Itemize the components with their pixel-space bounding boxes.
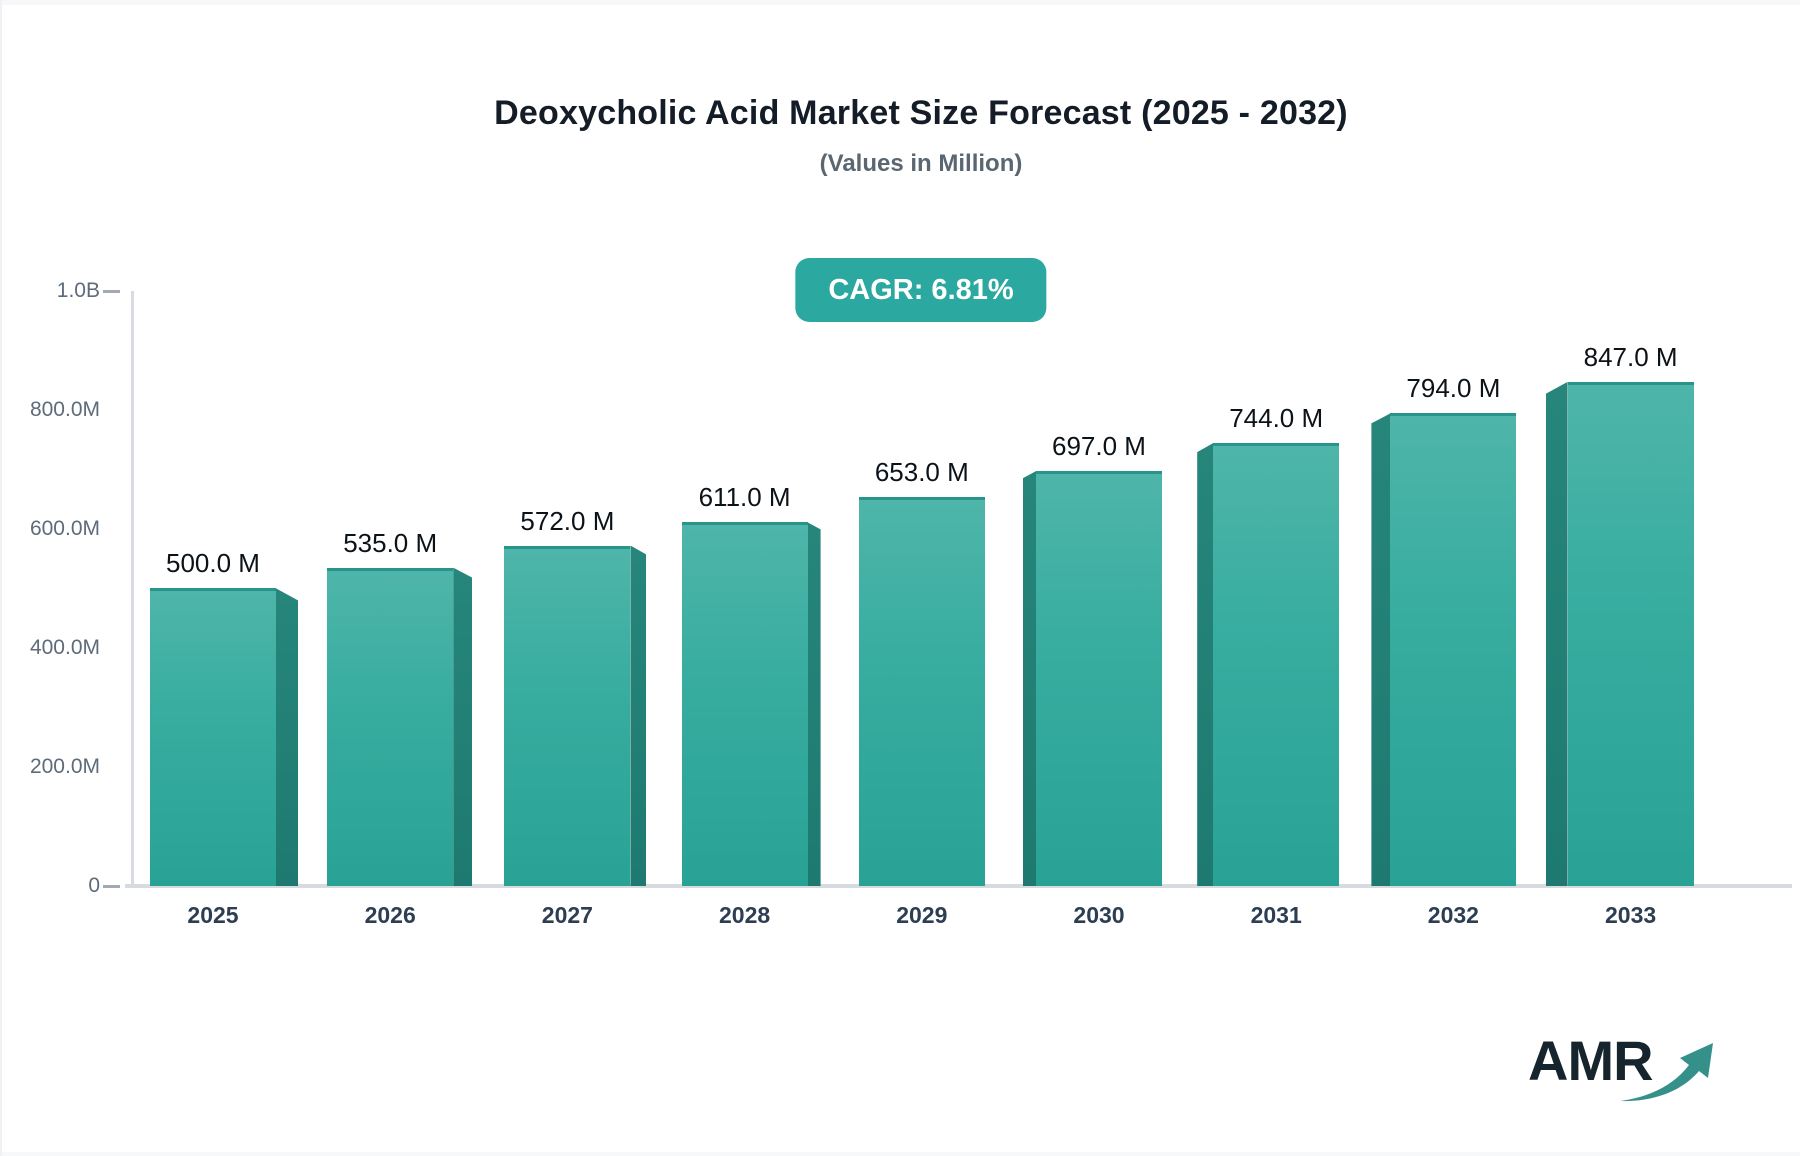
bar-2030[interactable] [1036, 471, 1162, 886]
bottom-edge-strip [0, 1152, 1800, 1156]
x-tick-label-2031: 2031 [1250, 902, 1302, 928]
bar-value-label-2027: 572.0 M [520, 505, 615, 536]
bar-side-panel [276, 588, 298, 886]
y-tick-label-1.0B: 1.0B [56, 278, 100, 302]
y-tick-label-0: 0 [88, 874, 100, 897]
bar-2033[interactable] [1567, 381, 1694, 886]
growth-arrow-icon [1620, 1043, 1713, 1102]
x-tick-label-2028: 2028 [719, 902, 771, 928]
bar-2027[interactable] [504, 545, 631, 886]
bar-side-panel [1023, 471, 1036, 886]
bar-value-label-2028: 611.0 M [698, 482, 791, 513]
bar-2029[interactable] [858, 497, 985, 886]
bar-value-label-2031: 744.0 M [1229, 403, 1324, 434]
x-tick-label-2033: 2033 [1605, 902, 1657, 928]
x-axis-line [125, 884, 1792, 888]
bar-2028[interactable] [681, 522, 808, 886]
bar-value-label-2033: 847.0 M [1583, 341, 1678, 372]
chart-subtitle: (Values in Million) [819, 150, 1023, 177]
y-tick-dash [103, 885, 120, 888]
y-axis-line [131, 291, 134, 885]
bar-value-label-2025: 500.0 M [166, 548, 260, 579]
bar-side-panel [453, 567, 473, 886]
bar-value-label-2029: 653.0 M [874, 457, 969, 488]
bar-side-panel [1371, 413, 1391, 886]
bar-side-panel [1545, 381, 1568, 886]
x-tick-label-2026: 2026 [364, 902, 416, 928]
bar-2025[interactable] [150, 588, 276, 886]
bar-value-label-2026: 535.0 M [343, 527, 438, 558]
bar-side-panel [1197, 443, 1214, 886]
x-tick-label-2029: 2029 [896, 902, 948, 928]
bar-2026[interactable] [327, 567, 454, 886]
x-tick-label-2030: 2030 [1073, 902, 1125, 928]
bar-2032[interactable] [1390, 413, 1517, 886]
x-tick-label-2032: 2032 [1427, 902, 1479, 928]
amr-logo: AMR [1528, 1032, 1718, 1112]
y-tick-label-400.0M: 400.0M [29, 635, 100, 659]
cagr-badge: CAGR: 6.81% [795, 258, 1047, 322]
chart-title: Deoxycholic Acid Market Size Forecast (2… [494, 94, 1348, 132]
left-edge-strip [0, 0, 2, 1156]
bar-value-label-2032: 794.0 M [1406, 373, 1501, 404]
x-tick-label-2025: 2025 [187, 902, 239, 928]
y-tick-dash [103, 289, 120, 293]
y-tick-label-200.0M: 200.0M [29, 754, 100, 778]
bar-2031[interactable] [1213, 443, 1340, 886]
y-tick-label-800.0M: 800.0M [29, 397, 100, 421]
x-tick-label-2027: 2027 [541, 902, 593, 928]
y-tick-label-600.0M: 600.0M [29, 516, 100, 540]
bar-side-panel [807, 522, 821, 886]
bar-side-panel [630, 545, 647, 886]
bar-value-label-2030: 697.0 M [1052, 431, 1146, 462]
top-edge-strip [0, 0, 1800, 5]
amr-logo-text: AMR [1528, 1029, 1654, 1092]
